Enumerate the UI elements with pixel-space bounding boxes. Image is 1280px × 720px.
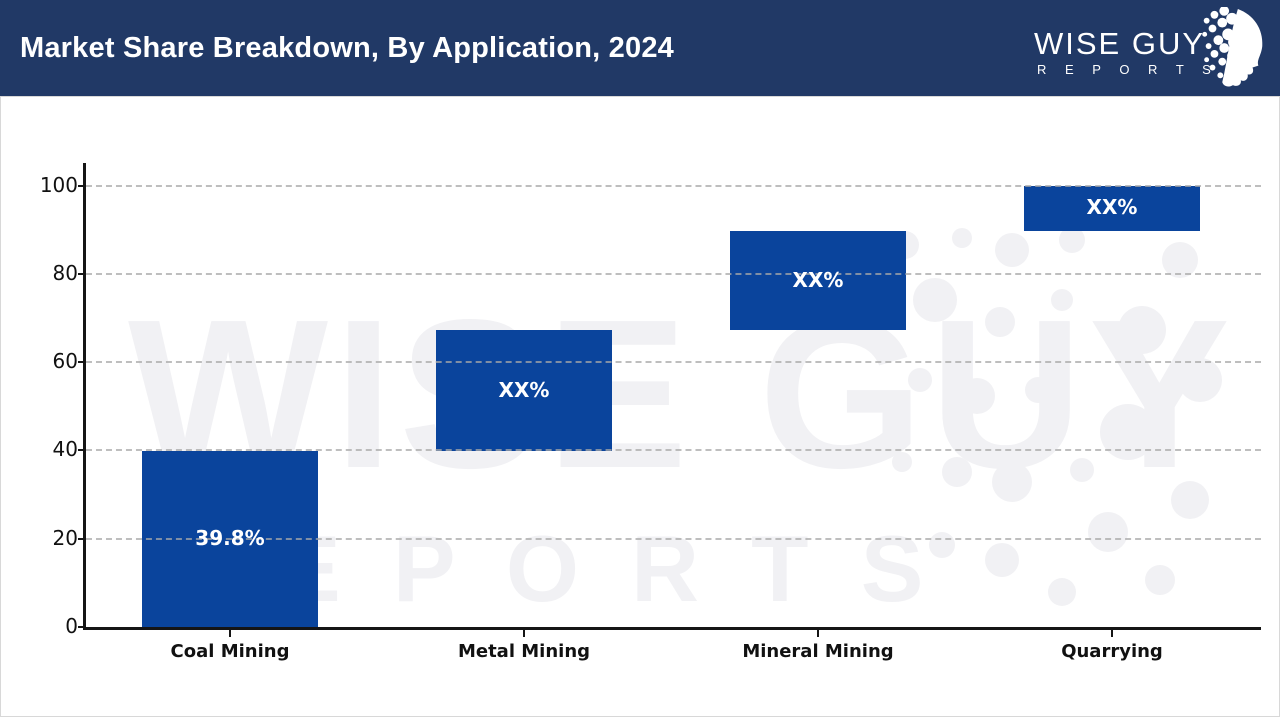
- ytick-mark-0: [78, 626, 86, 628]
- xtick-mark-0: [229, 630, 231, 637]
- watermark-dot: [1100, 404, 1156, 460]
- gridline-80: [86, 272, 1261, 275]
- ytick-label-80: 80: [52, 260, 78, 285]
- watermark-dot: [1059, 227, 1085, 253]
- watermark-dot: [1051, 289, 1073, 311]
- ytick-mark-100: [78, 184, 86, 187]
- gridline-100: [86, 184, 1261, 187]
- bar-quarrying: [1024, 185, 1200, 231]
- ytick-label-0: 0: [65, 614, 78, 638]
- ytick-mark-80: [78, 272, 86, 275]
- watermark-dot: [942, 457, 972, 487]
- page-title: Market Share Breakdown, By Application, …: [20, 31, 674, 64]
- watermark-dot: [1088, 512, 1128, 552]
- x-axis-line: [83, 627, 1261, 630]
- watermark-dot: [1145, 565, 1175, 595]
- category-label: Coal Mining: [170, 641, 290, 662]
- ytick-label-60: 60: [52, 349, 78, 374]
- ytick-label-20: 20: [52, 525, 78, 550]
- watermark-dot: [1025, 377, 1051, 403]
- watermark-dot: [985, 307, 1015, 337]
- watermark-dot: [1118, 306, 1166, 354]
- bar-mineral-mining: [730, 230, 906, 331]
- watermark-dot: [1162, 242, 1198, 278]
- ytick-mark-60: [78, 361, 86, 364]
- gridline-20: [86, 537, 1261, 540]
- bar-metal-mining: [436, 330, 612, 452]
- xtick-mark-1: [523, 630, 525, 637]
- watermark-dot: [1048, 578, 1076, 606]
- ytick-label-100: 100: [39, 172, 78, 197]
- category-label: Metal Mining: [457, 641, 591, 662]
- watermark-dot: [892, 452, 912, 472]
- bar-value-label: XX%: [498, 377, 550, 402]
- ytick-mark-20: [78, 537, 86, 540]
- ytick-label-40: 40: [52, 437, 78, 462]
- bar-value-label: XX%: [792, 267, 844, 292]
- bar-value-label: 39.8%: [195, 526, 265, 551]
- ytick-mark-40: [78, 449, 86, 452]
- watermark-dot: [1070, 458, 1094, 482]
- watermark-dot: [995, 233, 1029, 267]
- brand-logo: WISE GUY R E P O R T S: [1034, 0, 1266, 96]
- xtick-mark-2: [817, 630, 819, 637]
- watermark-dot: [929, 532, 955, 558]
- watermark-dot: [1171, 481, 1209, 519]
- category-label: Quarrying: [1061, 641, 1163, 662]
- watermark-dot: [985, 543, 1019, 577]
- y-axis-line: [83, 163, 86, 630]
- gridline-40: [86, 449, 1261, 452]
- watermark-dot: [959, 378, 995, 414]
- watermark-dot: [1178, 358, 1222, 402]
- watermark-dot: [992, 462, 1032, 502]
- watermark-dot: [908, 368, 932, 392]
- header-band: Market Share Breakdown, By Application, …: [0, 0, 1280, 96]
- watermark-dot: [952, 228, 972, 248]
- xtick-mark-3: [1111, 630, 1113, 637]
- category-label: Mineral Mining: [742, 641, 894, 662]
- brand-face-icon: [1202, 7, 1263, 87]
- watermark-dot: [913, 278, 957, 322]
- gridline-60: [86, 361, 1261, 364]
- bar-value-label: XX%: [1086, 195, 1138, 220]
- brand-name: WISE GUY: [1034, 26, 1206, 61]
- brand-subname: R E P O R T S: [1037, 62, 1219, 77]
